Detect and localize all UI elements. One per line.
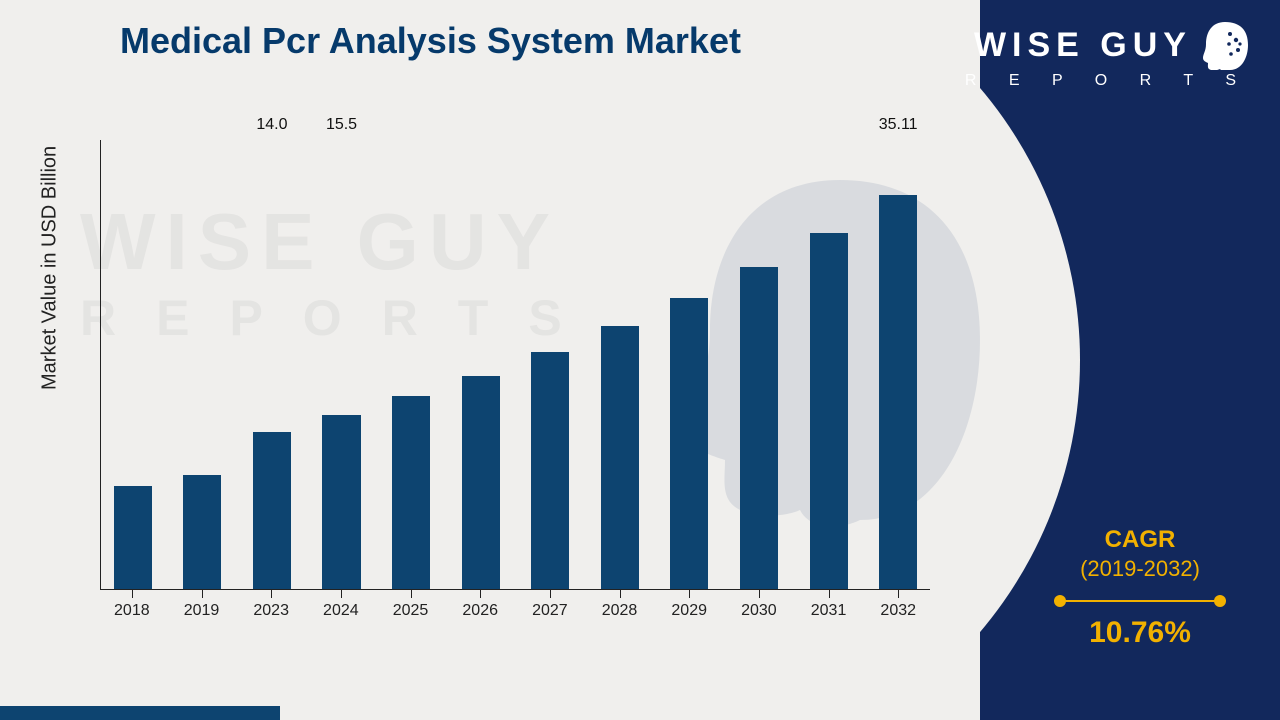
- cagr-block: CAGR (2019-2032) 10.76%: [1040, 526, 1240, 650]
- bar-value-label: 14.0: [256, 116, 287, 134]
- cagr-value: 10.76%: [1040, 616, 1240, 650]
- footer-accent-bar: [0, 706, 280, 720]
- bar-value-label: 15.5: [326, 116, 357, 134]
- bar: [322, 415, 360, 589]
- bar-column: [805, 140, 853, 589]
- cagr-label: CAGR: [1040, 526, 1240, 554]
- x-tick-label: 2026: [456, 590, 504, 640]
- y-axis-label: Market Value in USD Billion: [39, 146, 62, 390]
- cagr-divider: [1060, 600, 1220, 602]
- brand-logo: WISE GUY R E P O R T S: [965, 20, 1250, 90]
- x-tick-label: 2029: [665, 590, 713, 640]
- chart-title: Medical Pcr Analysis System Market: [120, 20, 741, 62]
- bar: [601, 326, 639, 589]
- bar-column: 15.5: [318, 140, 366, 589]
- bar-column: 35.11: [874, 140, 922, 589]
- cagr-range: (2019-2032): [1040, 556, 1240, 582]
- bar-column: [596, 140, 644, 589]
- logo-sub-text: R E P O R T S: [965, 72, 1250, 90]
- bar: [114, 486, 152, 589]
- bar: [531, 352, 569, 589]
- bar-column: [457, 140, 505, 589]
- logo-main-text: WISE GUY: [974, 26, 1192, 65]
- bar-column: [735, 140, 783, 589]
- bar-column: 14.0: [248, 140, 296, 589]
- x-tick-label: 2027: [526, 590, 574, 640]
- bar-column: [109, 140, 157, 589]
- x-axis-ticks: 2018 2019 2023 2024 2025 2026 2027 2028 2029 2030…: [100, 590, 930, 640]
- bar: [183, 475, 221, 589]
- x-tick-label: 2018: [108, 590, 156, 640]
- x-tick-label: 2019: [178, 590, 226, 640]
- plot-area: 14.0 15.5 35.11: [100, 140, 930, 590]
- bars-container: 14.0 15.5 35.11: [101, 140, 930, 589]
- bar: [462, 376, 500, 589]
- stage: WISE GUY REPORTS Medical Pcr Analysis Sy…: [0, 0, 1280, 720]
- bar-column: [666, 140, 714, 589]
- x-tick-label: 2032: [874, 590, 922, 640]
- logo-head-icon: [1200, 20, 1250, 70]
- x-tick-label: 2025: [387, 590, 435, 640]
- bar: [879, 195, 917, 589]
- bar: [810, 233, 848, 589]
- bar-chart: Market Value in USD Billion 14.015.535.1…: [60, 140, 930, 640]
- bar-column: [526, 140, 574, 589]
- bar: [670, 298, 708, 589]
- bar-column: [387, 140, 435, 589]
- bar: [392, 396, 430, 589]
- bar-value-label: 35.11: [879, 116, 918, 134]
- x-tick-label: 2024: [317, 590, 365, 640]
- bar-column: [179, 140, 227, 589]
- bar: [253, 432, 291, 589]
- bar: [740, 267, 778, 589]
- x-tick-label: 2023: [247, 590, 295, 640]
- x-tick-label: 2031: [805, 590, 853, 640]
- x-tick-label: 2030: [735, 590, 783, 640]
- x-tick-label: 2028: [596, 590, 644, 640]
